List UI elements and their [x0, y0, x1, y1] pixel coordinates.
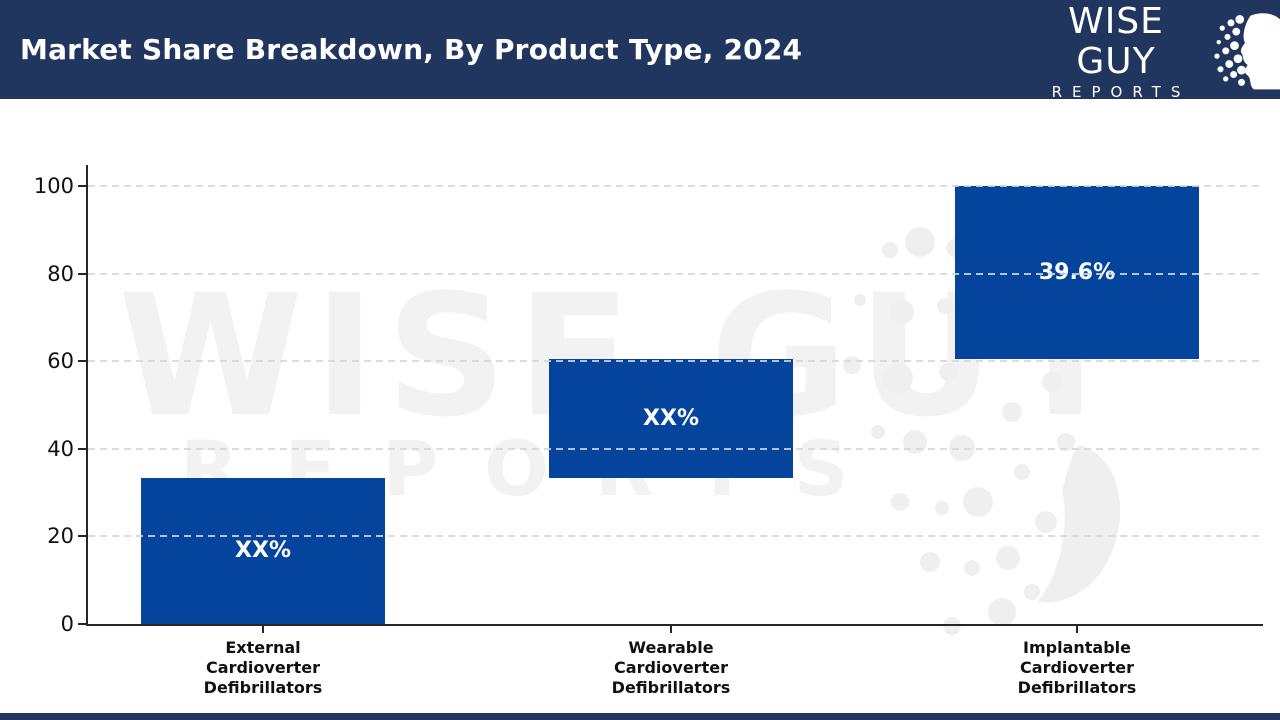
- logo-face-icon: [1214, 13, 1280, 90]
- y-axis-tick-label: 20: [47, 524, 74, 549]
- logo-text: WISE GUY REPORTS: [1024, 2, 1208, 102]
- y-axis-tick-label: 40: [47, 436, 74, 461]
- x-category-label: External Cardioverter Defibrillators: [103, 638, 423, 698]
- y-axis-tick: [78, 535, 86, 538]
- y-axis-tick-label: 60: [47, 349, 74, 374]
- x-axis-tick: [262, 626, 264, 633]
- x-category-label: Wearable Cardioverter Defibrillators: [511, 638, 831, 698]
- x-category-label-line: Wearable: [628, 638, 714, 657]
- bar-value-label: XX%: [235, 538, 291, 564]
- x-category-label: Implantable Cardioverter Defibrillators: [917, 638, 1237, 698]
- y-axis-tick: [78, 447, 86, 450]
- x-category-label-line: Defibrillators: [203, 678, 323, 697]
- x-category-label-line: Cardioverter: [614, 658, 728, 677]
- x-category-label-line: External: [225, 638, 301, 657]
- y-gridline: [88, 272, 1263, 275]
- logo-wordmark: WISE GUY: [1068, 1, 1164, 82]
- bar-segment: XX%: [141, 477, 385, 624]
- x-axis-tick: [1076, 626, 1078, 633]
- y-axis-tick: [78, 360, 86, 363]
- page-title: Market Share Breakdown, By Product Type,…: [20, 33, 803, 66]
- y-axis-tick-label: 80: [47, 261, 74, 286]
- y-gridline: [88, 535, 1263, 538]
- x-axis-tick: [670, 626, 672, 633]
- footer-bar: [0, 713, 1280, 720]
- y-axis-line: [86, 165, 88, 626]
- x-axis-line: [86, 624, 1263, 626]
- y-axis-tick-label: 100: [33, 174, 74, 198]
- x-category-label-line: Defibrillators: [611, 678, 731, 697]
- logo-subtitle: REPORTS: [1051, 83, 1191, 101]
- y-gridline: [88, 360, 1263, 363]
- y-gridline: [88, 447, 1263, 450]
- y-axis-tick-label: 0: [60, 612, 74, 636]
- x-category-label-line: Cardioverter: [1020, 658, 1134, 677]
- bar-segment: XX%: [549, 359, 793, 478]
- wiseguy-logo: WISE GUY REPORTS: [1024, 2, 1280, 101]
- y-axis-tick: [78, 185, 86, 187]
- y-gridline: [88, 185, 1263, 187]
- header: Market Share Breakdown, By Product Type,…: [0, 0, 1280, 101]
- y-axis-tick: [78, 272, 86, 275]
- x-category-label-line: Cardioverter: [206, 658, 320, 677]
- x-category-label-line: Implantable: [1023, 638, 1131, 657]
- y-axis-tick: [78, 623, 86, 625]
- bar-value-label: XX%: [643, 406, 699, 432]
- x-category-label-line: Defibrillators: [1017, 678, 1137, 697]
